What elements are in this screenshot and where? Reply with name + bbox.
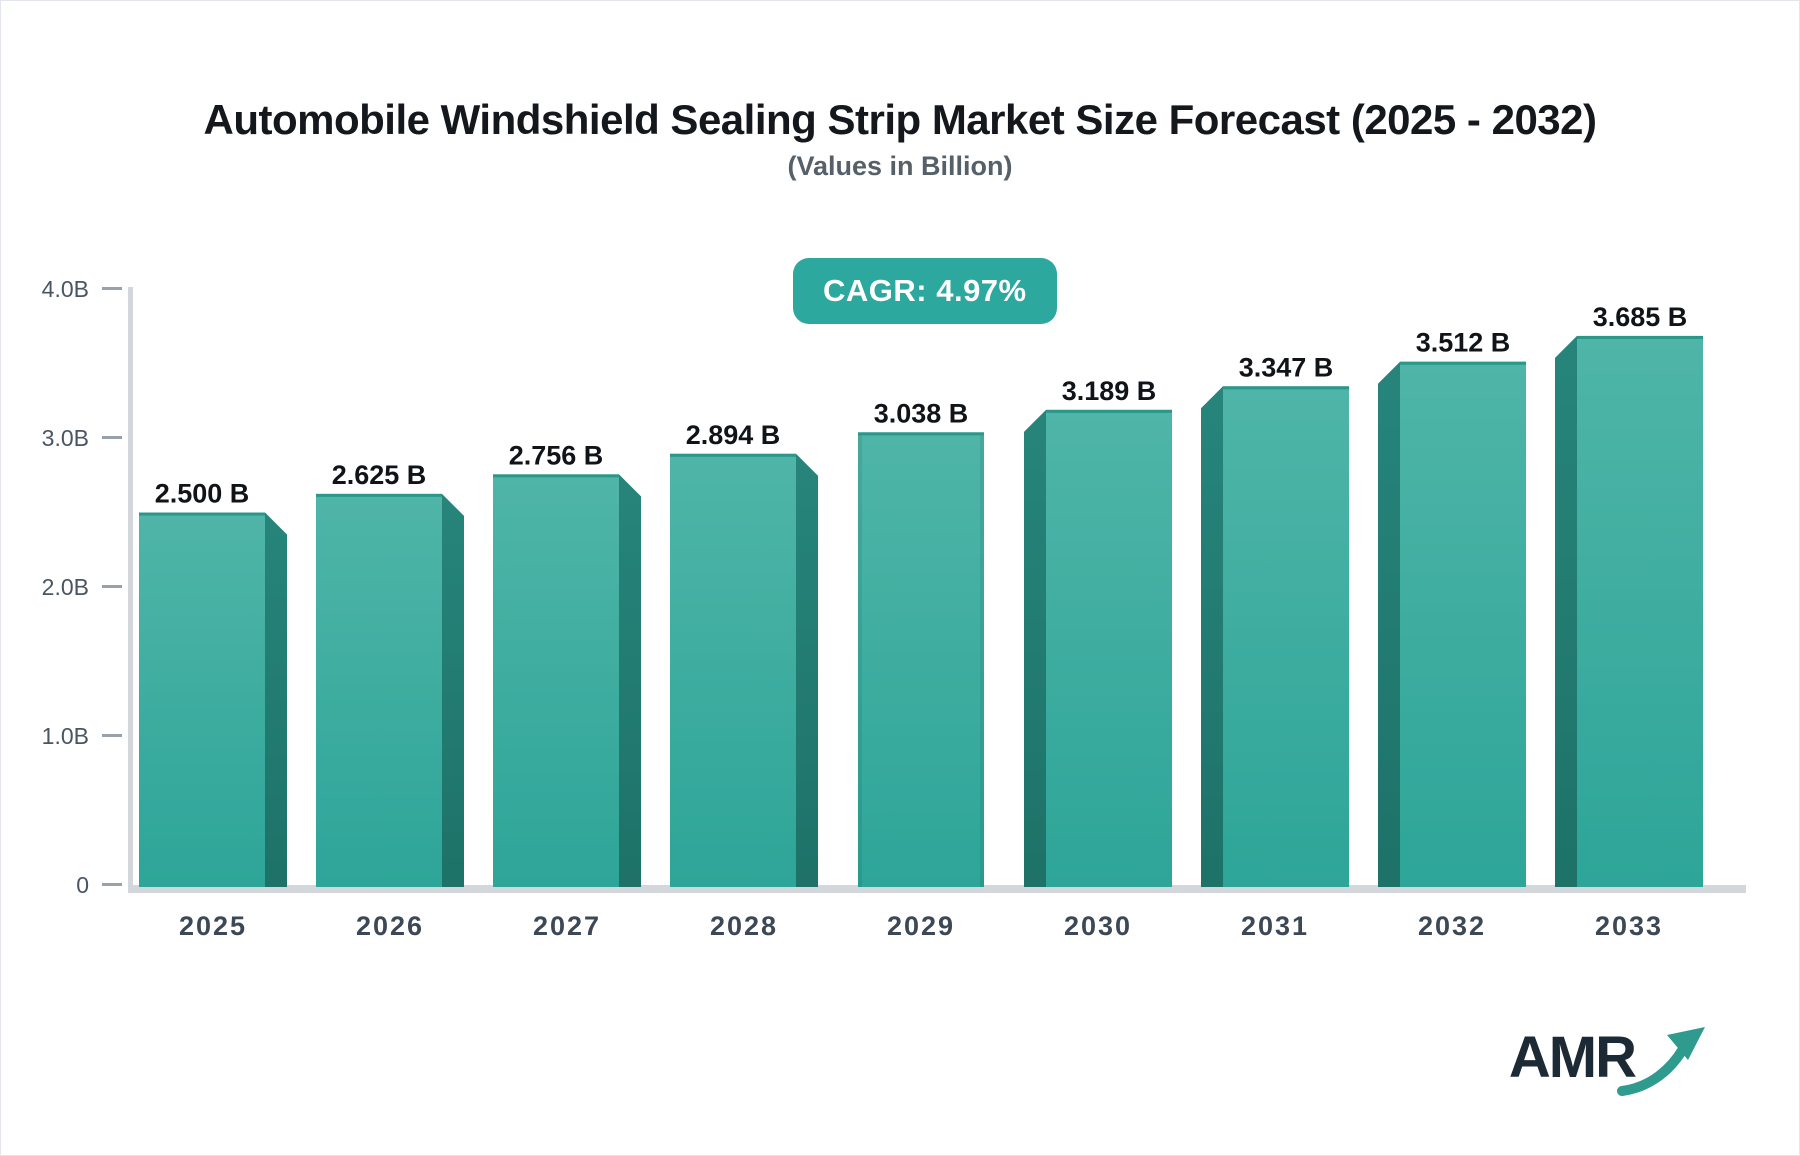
bar-top-edge bbox=[316, 493, 442, 497]
bar-side-face bbox=[619, 474, 641, 887]
x-category-label: 2025 bbox=[179, 911, 247, 941]
bar-value-label: 2.625 B bbox=[332, 460, 427, 490]
bar-value-label: 3.512 B bbox=[1416, 328, 1511, 358]
bar-side-face bbox=[1024, 409, 1046, 887]
bar-value-label: 2.756 B bbox=[509, 440, 604, 470]
bar-main-face bbox=[1577, 335, 1703, 887]
bar-top-edge bbox=[1400, 361, 1526, 365]
amr-logo-text: AMR bbox=[1508, 1025, 1637, 1090]
bar-group-2030: 3.189 B 2030 bbox=[1024, 376, 1172, 941]
bar-side-face bbox=[1378, 361, 1400, 887]
bar-main-face bbox=[1223, 386, 1349, 887]
chart-subtitle: (Values in Billion) bbox=[787, 151, 1013, 181]
y-tick-mark bbox=[102, 585, 122, 588]
y-tick-mark bbox=[102, 734, 122, 737]
bar-value-label: 2.500 B bbox=[155, 479, 250, 509]
bar-main-face bbox=[1046, 409, 1172, 887]
logo-arrow-icon bbox=[1617, 1027, 1705, 1096]
x-category-label: 2032 bbox=[1418, 911, 1486, 941]
bar-group-2028: 2.894 B 2028 bbox=[670, 420, 818, 941]
bar-top-edge bbox=[139, 512, 265, 516]
y-tick-label: 3.0B bbox=[42, 425, 89, 451]
x-category-label: 2026 bbox=[356, 911, 424, 941]
bar-group-2031: 3.347 B 2031 bbox=[1201, 352, 1349, 941]
x-category-label: 2028 bbox=[710, 911, 778, 941]
y-tick-label: 1.0B bbox=[42, 723, 89, 749]
x-category-label: 2027 bbox=[533, 911, 601, 941]
x-axis-line bbox=[128, 885, 1746, 893]
bar-top-edge bbox=[493, 474, 619, 478]
x-category-label: 2030 bbox=[1064, 911, 1132, 941]
bar-group-2032: 3.512 B 2032 bbox=[1378, 328, 1526, 941]
y-axis-line bbox=[128, 287, 133, 889]
y-tick-mark bbox=[102, 883, 122, 886]
bar-top-edge bbox=[1046, 409, 1172, 413]
cagr-badge: CAGR: 4.97% bbox=[793, 258, 1057, 324]
bar-group-2027: 2.756 B 2027 bbox=[493, 440, 641, 941]
bar-group-2026: 2.625 B 2026 bbox=[316, 460, 464, 941]
bar-side-face bbox=[1201, 386, 1223, 887]
y-tick-mark bbox=[102, 287, 122, 290]
bar-value-label: 3.189 B bbox=[1062, 376, 1157, 406]
bar-main-face bbox=[670, 453, 796, 887]
bar-group-2033: 3.685 B 2033 bbox=[1555, 302, 1703, 941]
y-tick-mark bbox=[102, 436, 122, 439]
bar-top-edge bbox=[1577, 335, 1703, 339]
bar-side-face bbox=[265, 512, 287, 887]
bar-main-face bbox=[316, 493, 442, 887]
x-category-label: 2033 bbox=[1595, 911, 1663, 941]
bar-top-edge bbox=[670, 453, 796, 457]
bar-value-label: 3.685 B bbox=[1593, 302, 1688, 332]
bar-top-edge bbox=[858, 432, 984, 436]
y-tick-label: 2.0B bbox=[42, 574, 89, 600]
bar-group-2029: 3.038 B 2029 bbox=[858, 398, 984, 941]
bar-top-edge bbox=[1223, 386, 1349, 390]
y-tick-label: 4.0B bbox=[42, 276, 89, 302]
bar-side-face bbox=[796, 453, 818, 887]
x-category-label: 2031 bbox=[1241, 911, 1309, 941]
bar-main-face bbox=[858, 432, 984, 887]
bar-value-label: 3.347 B bbox=[1239, 352, 1334, 382]
bar-value-label: 3.038 B bbox=[874, 398, 969, 428]
bar-value-label: 2.894 B bbox=[686, 420, 781, 450]
x-category-label: 2029 bbox=[887, 911, 955, 941]
bar-group-2025: 2.500 B 2025 bbox=[139, 479, 287, 941]
bar-main-face bbox=[1400, 361, 1526, 887]
y-tick-label: 0 bbox=[76, 872, 89, 898]
amr-logo: AMR bbox=[1508, 1025, 1709, 1101]
bar-main-face bbox=[139, 512, 265, 887]
chart-title: Automobile Windshield Sealing Strip Mark… bbox=[203, 96, 1598, 143]
bar-side-face bbox=[1555, 335, 1577, 887]
bar-main-face bbox=[493, 474, 619, 887]
bar-side-face bbox=[442, 493, 464, 887]
